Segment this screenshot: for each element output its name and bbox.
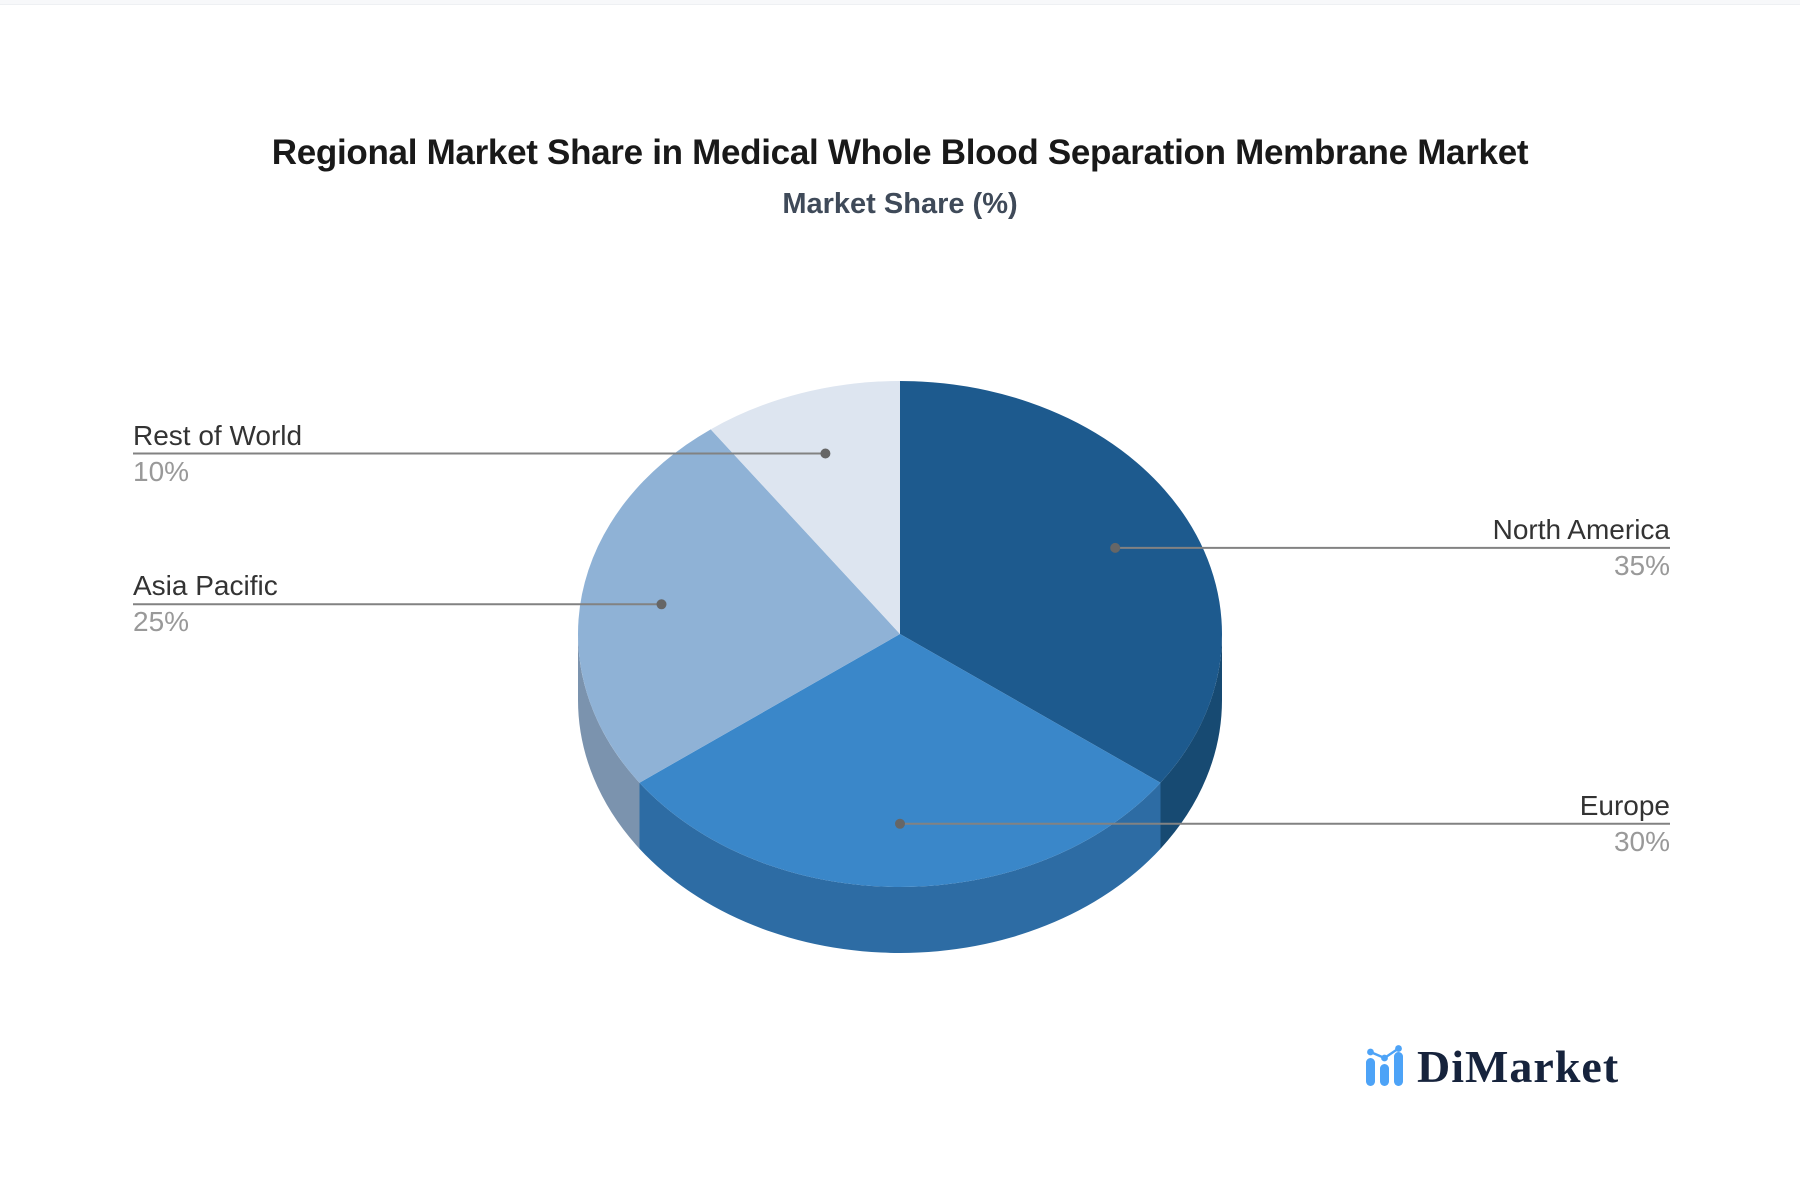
leader-dot-europe (895, 818, 905, 829)
dimarket-logo: DiMarket (1362, 1042, 1619, 1092)
chart-title: Regional Market Share in Medical Whole B… (271, 133, 1529, 172)
logo-wordmark: DiMarket (1417, 1041, 1620, 1092)
slice-percent: 25% (133, 606, 190, 637)
slice-percent: 30% (1613, 826, 1670, 857)
slice-percent: 10% (133, 456, 190, 487)
pie-rim-asia-pacific (578, 634, 640, 849)
leader-dot-north-america (1110, 542, 1121, 553)
leader-dot-asia-pacific (656, 599, 667, 610)
slice-label: Rest of World (133, 420, 303, 451)
slice-label: Asia Pacific (133, 570, 278, 601)
slice-label: Europe (1579, 790, 1670, 821)
slice-percent: 35% (1613, 550, 1670, 581)
slice-label: North America (1492, 514, 1670, 545)
chart-subtitle: Market Share (%) (782, 188, 1018, 220)
leader-dot-rest-of-world (820, 448, 831, 459)
page-top-border (0, 0, 1800, 5)
pie-slice-north-america[interactable] (900, 381, 1222, 783)
pie-slice-rest-of-world[interactable] (710, 381, 900, 634)
pie-slice-asia-pacific[interactable] (578, 429, 900, 783)
bar-chart-logo-icon (1366, 1045, 1403, 1086)
pie-rim-europe (639, 782, 1161, 953)
pie-rim-north-america (1160, 634, 1222, 849)
